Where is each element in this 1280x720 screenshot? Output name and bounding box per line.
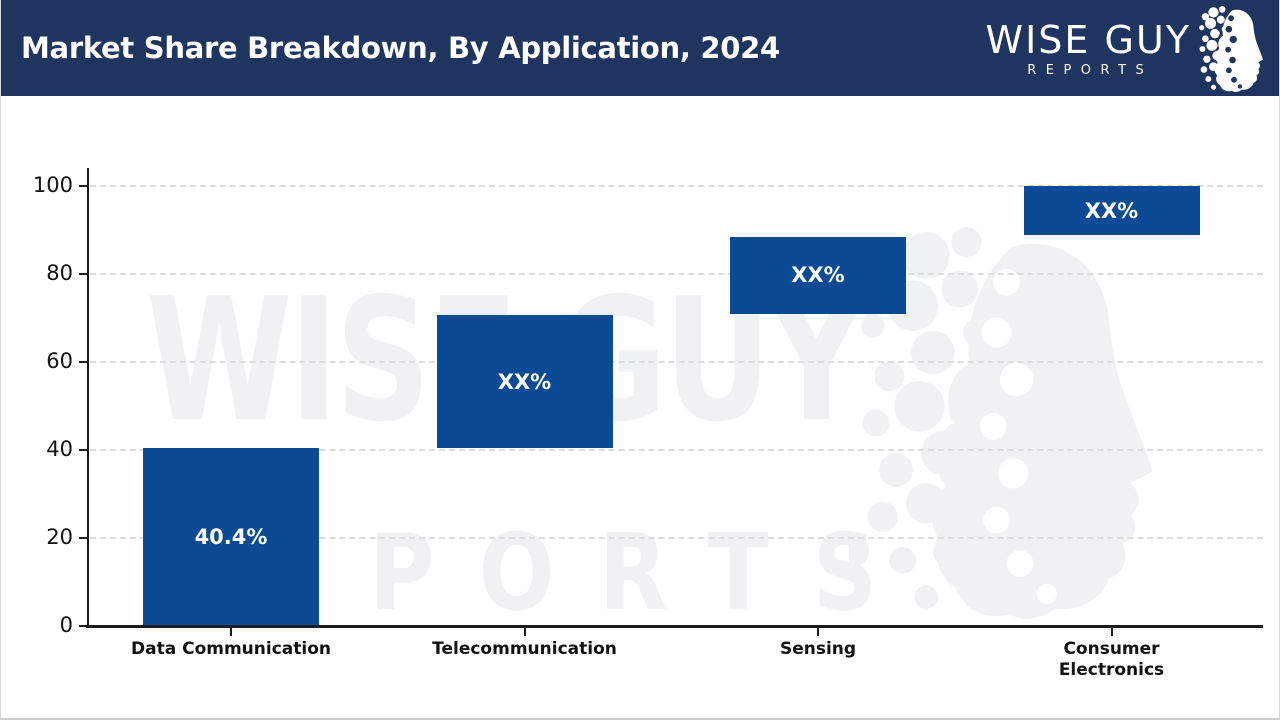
bar: XX%	[1023, 186, 1200, 235]
y-tick	[79, 361, 87, 363]
bar: XX%	[436, 314, 613, 449]
y-tick-label: 60	[46, 349, 73, 373]
x-tick-label: Consumer Electronics	[1058, 639, 1165, 681]
bar: 40.4%	[143, 448, 319, 626]
y-tick	[79, 273, 87, 275]
bar-value-label: XX%	[497, 369, 552, 394]
logo-head-icon	[1199, 6, 1263, 92]
x-tick	[1110, 628, 1113, 636]
x-tick	[230, 628, 232, 636]
bar: XX%	[730, 236, 906, 315]
x-tick	[523, 628, 526, 636]
brand-logo: WISE GUY REPORTS	[986, 4, 1275, 94]
y-tick	[79, 185, 87, 187]
y-tick-label: 0	[59, 613, 73, 637]
gridline	[90, 537, 1263, 539]
bar-value-label: XX%	[791, 263, 845, 288]
gridline	[90, 449, 1263, 451]
bar-value-label: 40.4%	[194, 525, 268, 550]
x-tick-label: Telecommunication	[432, 639, 617, 659]
y-axis-line	[87, 168, 89, 628]
header-bar: Market Share Breakdown, By Application, …	[1, 0, 1279, 96]
logo-wordmark: WISE GUY	[985, 17, 1191, 62]
y-tick	[79, 449, 87, 451]
x-tick-label: Data Communication	[131, 639, 331, 659]
y-tick-label: 80	[46, 261, 73, 285]
logo-text: WISE GUY REPORTS	[986, 21, 1191, 78]
y-tick-label: 20	[46, 525, 73, 549]
y-tick-label: 40	[46, 437, 73, 461]
gridline	[90, 185, 1263, 187]
logo-subtitle: REPORTS	[1027, 62, 1154, 78]
bar-value-label: XX%	[1084, 198, 1139, 223]
y-tick-label: 100	[32, 173, 73, 197]
x-axis-line	[86, 625, 1263, 628]
gridline	[90, 273, 1263, 275]
y-tick	[79, 625, 87, 627]
x-tick	[817, 628, 819, 636]
page-title: Market Share Breakdown, By Application, …	[21, 31, 780, 65]
x-tick-label: Sensing	[779, 639, 857, 659]
gridline	[90, 361, 1263, 363]
y-tick	[79, 537, 87, 539]
